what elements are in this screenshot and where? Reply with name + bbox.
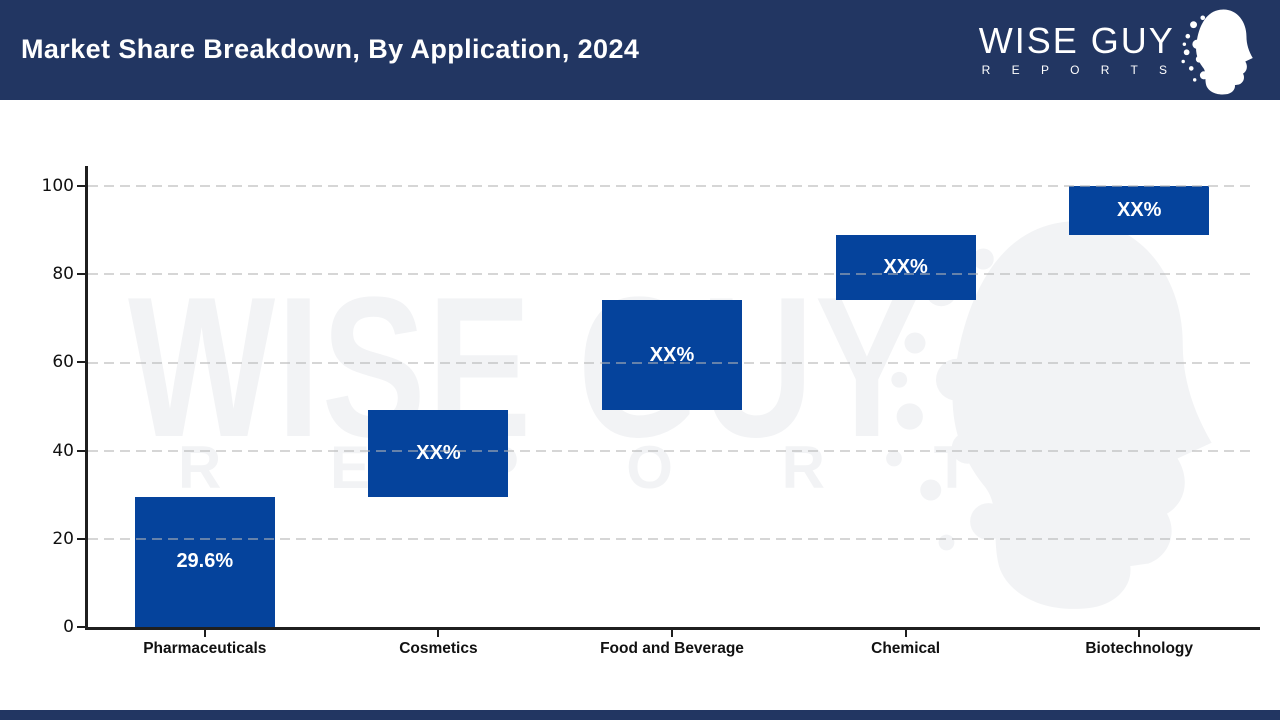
bar-value-label: XX% bbox=[1116, 199, 1162, 222]
gridline-100 bbox=[88, 185, 1256, 188]
brand-wordmark: WISE GUY R E P O R T S bbox=[978, 20, 1176, 78]
y-tick-mark-40 bbox=[77, 449, 85, 452]
x-tick-label-3: Chemical bbox=[871, 640, 941, 657]
y-tick-label-20: 20 bbox=[52, 528, 74, 549]
bar-value-label: 29.6% bbox=[176, 550, 234, 573]
gridline-40 bbox=[88, 449, 1256, 452]
bar-pharmaceuticals: 29.6% bbox=[134, 496, 275, 627]
page-title: Market Share Breakdown, By Application, … bbox=[21, 34, 640, 64]
x-tick-label-1: Cosmetics bbox=[399, 640, 478, 657]
y-tick-mark-60 bbox=[77, 361, 85, 364]
header-bar: Market Share Breakdown, By Application, … bbox=[0, 0, 1280, 100]
y-tick-mark-0 bbox=[77, 626, 85, 628]
x-tick-mark-4 bbox=[1138, 630, 1141, 637]
y-tick-mark-100 bbox=[77, 185, 85, 188]
y-tick-label-0: 0 bbox=[63, 617, 74, 637]
bar-biotechnology: XX% bbox=[1069, 186, 1210, 236]
gridline-60 bbox=[88, 361, 1256, 364]
y-tick-label-80: 80 bbox=[52, 264, 74, 285]
x-tick-mark-0 bbox=[203, 630, 206, 637]
gridline-20 bbox=[88, 537, 1256, 540]
y-tick-mark-20 bbox=[77, 537, 85, 540]
x-axis-line bbox=[85, 627, 1260, 630]
y-tick-mark-80 bbox=[77, 273, 85, 276]
brand-logo: WISE GUY R E P O R T S bbox=[978, 0, 1262, 100]
bar-value-label: XX% bbox=[883, 256, 928, 279]
plot-area: 29.6% XX% XX% XX% XX% bbox=[88, 165, 1256, 627]
bar-chemical: XX% bbox=[835, 235, 976, 301]
x-tick-mark-3 bbox=[904, 630, 907, 637]
brand-name-text: WISE GUY bbox=[978, 20, 1175, 61]
x-tick-mark-1 bbox=[437, 630, 440, 637]
x-tick-mark-2 bbox=[671, 630, 673, 637]
x-tick-label-4: Biotechnology bbox=[1085, 640, 1193, 657]
y-tick-label-100: 100 bbox=[41, 176, 74, 197]
brand-subtitle-text: R E P O R T S bbox=[981, 63, 1176, 77]
bar-value-label: XX% bbox=[649, 343, 695, 366]
y-tick-label-40: 40 bbox=[52, 440, 74, 461]
x-tick-label-2: Food and Beverage bbox=[600, 640, 744, 657]
bar-food-and-beverage: XX% bbox=[602, 300, 742, 410]
bar-cosmetics: XX% bbox=[368, 409, 509, 497]
brand-head-icon bbox=[1181, 9, 1253, 95]
gridline-80 bbox=[88, 273, 1256, 276]
chart-region: WISE GUY R E P O R T S 29.6% XX% XX% XX% XX%… bbox=[0, 100, 1280, 710]
y-axis-line bbox=[85, 166, 88, 629]
bar-value-label: XX% bbox=[416, 441, 461, 464]
y-tick-label-60: 60 bbox=[52, 352, 74, 373]
x-tick-label-0: Pharmaceuticals bbox=[143, 640, 267, 657]
footer-bar bbox=[0, 710, 1280, 720]
